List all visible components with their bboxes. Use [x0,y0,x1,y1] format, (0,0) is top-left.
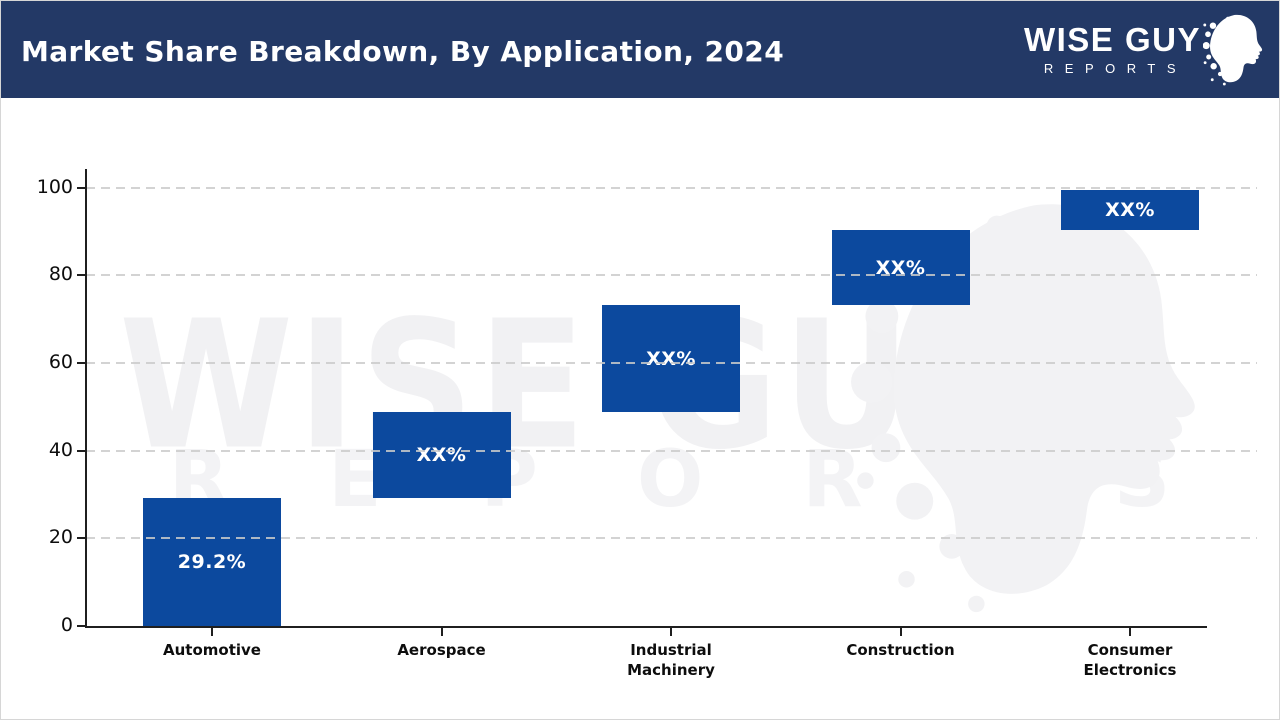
logo-text: WISE GUY REPORTS [1024,21,1201,76]
x-axis-line [85,626,1207,628]
y-tick-label-20: 20 [48,526,73,549]
chart-title: Market Share Breakdown, By Application, … [21,35,785,68]
bar-value-label: XX% [646,347,696,370]
bar-aerospace: XX% [372,412,511,498]
x-category-label-construction: Construction [846,641,955,659]
bar-consumer-electronics: XX% [1061,190,1199,231]
x-tick [1129,628,1131,636]
gridline-y-40 [86,449,1257,452]
bar-automotive: 29.2% [143,497,281,626]
x-category-label-consumer-electronics: Consumer Electronics [1083,641,1177,680]
watermark-text-secondary: R E P O R T S [169,435,1207,525]
bar-value-label: XX% [416,443,467,466]
x-tick [211,628,213,636]
bar-value-label: 29.2% [177,550,247,573]
y-tick-20 [77,537,85,540]
y-tick-label-100: 100 [36,175,73,198]
gridline-y-100 [86,186,1257,189]
x-category-label-industrial-machinery: Industrial Machinery [627,641,715,680]
y-tick-40 [77,449,85,452]
wise-guy-reports-logo: WISE GUY REPORTS [1017,7,1267,93]
gridline-y-20 [86,537,1257,540]
y-tick-label-60: 60 [48,350,73,373]
x-category-label-automotive: Automotive [163,641,261,659]
header-banner: Market Share Breakdown, By Application, … [1,1,1279,98]
bar-industrial-machinery: XX% [602,305,740,412]
logo-primary-text: WISE GUY [1023,21,1201,58]
y-tick-80 [77,274,85,277]
logo-secondary-text: REPORTS [1043,61,1188,76]
gridline-y-80 [86,274,1257,277]
watermark-text-primary: WISE GUY [119,283,1034,490]
y-axis-line [85,169,87,628]
x-tick [670,628,672,636]
logo-head-profile-icon [1203,14,1263,86]
y-tick-0 [77,625,85,627]
x-category-label-aerospace: Aerospace [397,641,486,659]
x-tick [899,628,902,636]
y-tick-label-80: 80 [48,263,73,286]
y-tick-label-40: 40 [48,438,73,461]
y-tick-60 [77,361,85,364]
y-tick-label-0: 0 [60,614,73,636]
x-tick [440,628,443,636]
gridline-y-60 [86,361,1257,364]
bar-value-label: XX% [1105,199,1155,222]
bar-construction: XX% [831,230,970,306]
y-tick-100 [77,186,85,189]
